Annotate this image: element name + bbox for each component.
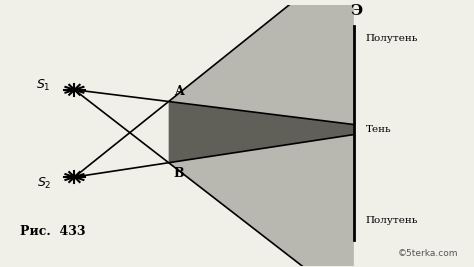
Text: ©5terka.com: ©5terka.com <box>398 249 458 258</box>
Text: Э: Э <box>350 4 362 18</box>
Text: Полутень: Полутень <box>365 216 418 225</box>
Text: Полутень: Полутень <box>365 34 418 43</box>
Text: A: A <box>174 85 184 97</box>
Polygon shape <box>169 135 354 267</box>
Text: $S_1$: $S_1$ <box>36 78 51 93</box>
Polygon shape <box>169 101 354 163</box>
Text: Рис.  433: Рис. 433 <box>20 225 86 238</box>
Text: Тень: Тень <box>365 125 391 134</box>
Text: B: B <box>174 167 184 180</box>
Text: $S_2$: $S_2$ <box>36 176 51 191</box>
Polygon shape <box>169 0 354 124</box>
